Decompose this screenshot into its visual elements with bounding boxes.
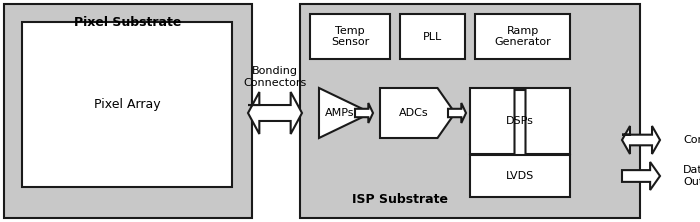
Polygon shape	[380, 88, 455, 138]
Text: Bonding
Connectors: Bonding Connectors	[244, 66, 307, 88]
Bar	[475, 14, 570, 59]
Bar	[300, 4, 640, 218]
Bar	[470, 88, 570, 154]
Text: Pixel Array: Pixel Array	[94, 98, 160, 111]
Polygon shape	[622, 162, 660, 190]
Text: AMPs: AMPs	[325, 108, 355, 118]
Text: Data
Output: Data Output	[683, 165, 700, 187]
Text: ADCs: ADCs	[399, 108, 428, 118]
Text: DSPs: DSPs	[506, 116, 534, 126]
Bar	[310, 14, 390, 59]
Bar	[400, 14, 465, 59]
Bar	[470, 155, 570, 197]
Text: Ramp
Generator: Ramp Generator	[494, 26, 551, 47]
Polygon shape	[319, 88, 371, 138]
Polygon shape	[248, 92, 302, 134]
Polygon shape	[448, 103, 466, 123]
Polygon shape	[509, 90, 531, 197]
Polygon shape	[622, 126, 660, 154]
Polygon shape	[355, 103, 373, 123]
Text: Temp
Sensor: Temp Sensor	[331, 26, 369, 47]
Text: Pixel Substrate: Pixel Substrate	[74, 16, 182, 29]
Text: PLL: PLL	[423, 32, 442, 42]
Bar	[22, 22, 232, 187]
Text: ISP Substrate: ISP Substrate	[352, 193, 448, 206]
Text: LVDS: LVDS	[506, 171, 534, 181]
Bar	[4, 4, 252, 218]
Text: Control: Control	[683, 135, 700, 145]
